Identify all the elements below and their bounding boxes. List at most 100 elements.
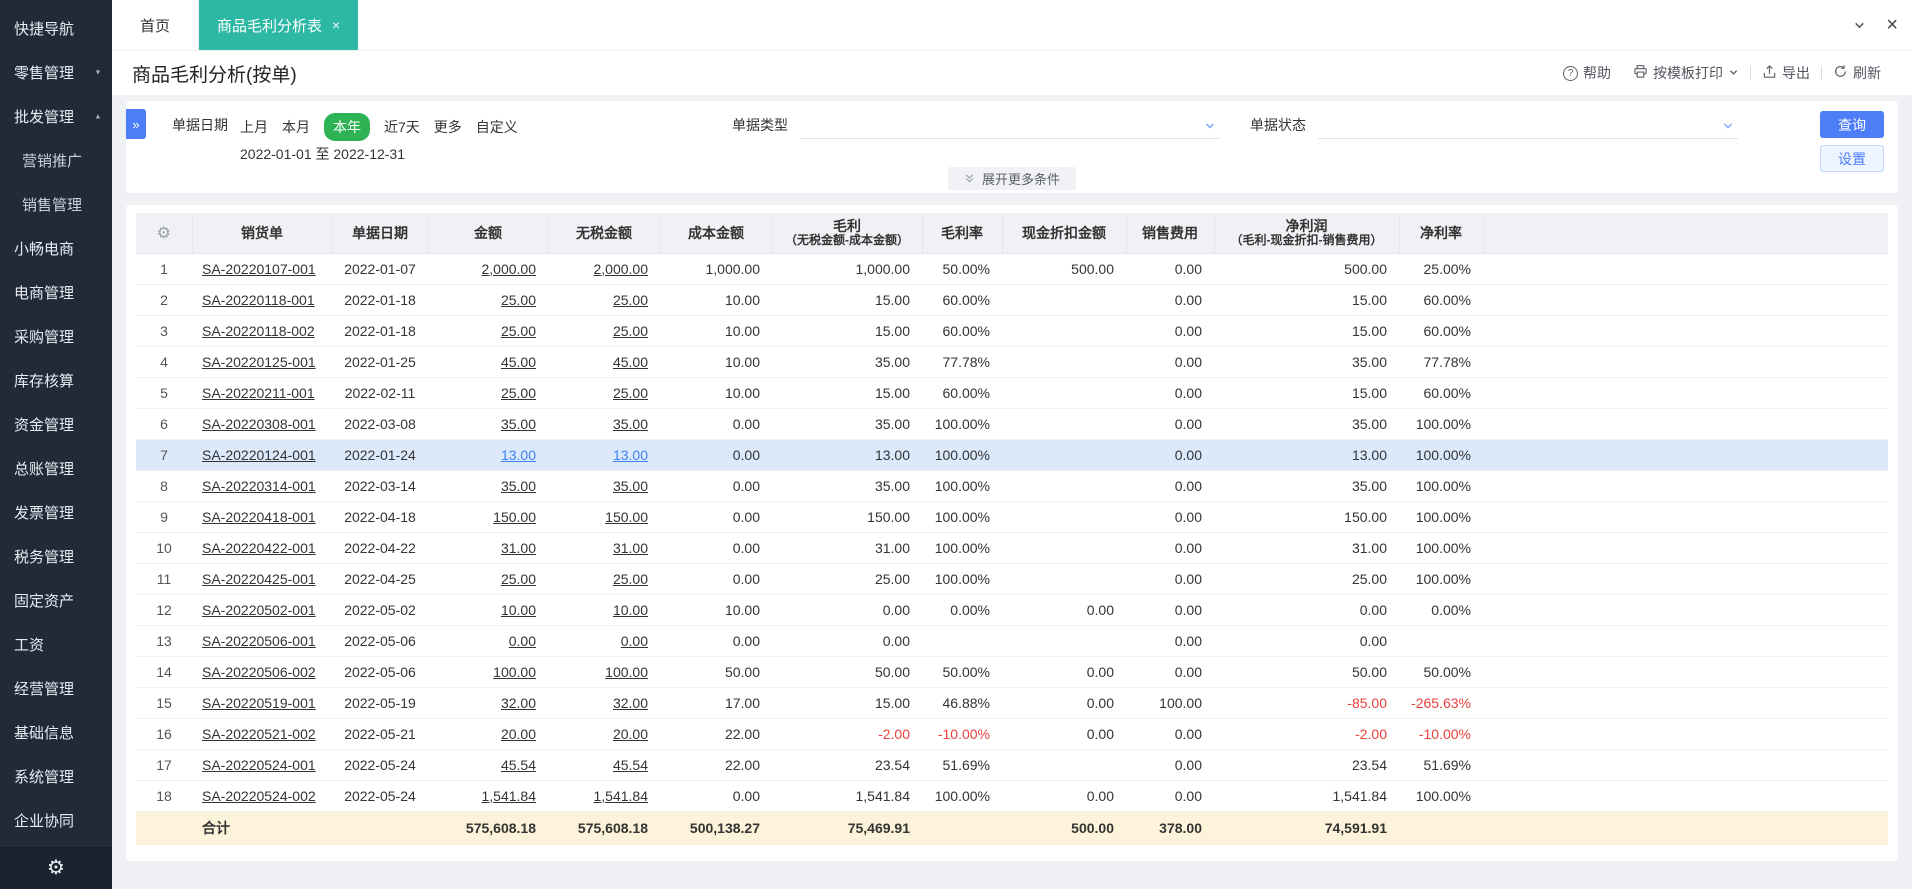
sidebar-item-18[interactable]: 企业协同 xyxy=(0,798,112,842)
amount-link[interactable]: 0.00 xyxy=(508,632,536,649)
column-header-0[interactable]: 销货单 xyxy=(191,213,332,254)
amount-link[interactable]: 10.00 xyxy=(612,601,648,618)
amount-link[interactable]: 25.00 xyxy=(500,291,536,308)
tab-active[interactable]: 商品毛利分析表 × xyxy=(199,0,359,50)
table-row[interactable]: 6 SA-20220308-001 2022-03-08 35.00 35.00 0.00… xyxy=(136,408,1888,440)
order-link[interactable]: SA-20220125-001 xyxy=(202,353,316,370)
column-header-10[interactable]: 净利率 xyxy=(1398,213,1483,254)
order-link[interactable]: SA-20220521-002 xyxy=(202,725,316,742)
amount-link[interactable]: 100.00 xyxy=(605,663,648,680)
order-link[interactable]: SA-20220524-001 xyxy=(202,756,316,773)
sidebar-item-8[interactable]: 库存核算 xyxy=(0,358,112,402)
amount-link[interactable]: 25.00 xyxy=(612,291,648,308)
order-link[interactable]: SA-20220425-001 xyxy=(202,570,316,587)
amount-link[interactable]: 32.00 xyxy=(500,694,536,711)
order-link[interactable]: SA-20220308-001 xyxy=(202,415,316,432)
amount-link[interactable]: 25.00 xyxy=(612,322,648,339)
amount-link[interactable]: 25.00 xyxy=(500,322,536,339)
amount-link[interactable]: 1,541.84 xyxy=(481,787,537,804)
order-link[interactable]: SA-20220502-001 xyxy=(202,601,316,618)
order-link[interactable]: SA-20220118-002 xyxy=(202,322,315,339)
order-link[interactable]: SA-20220524-002 xyxy=(202,787,316,804)
amount-link[interactable]: 10.00 xyxy=(500,601,536,618)
tab-home[interactable]: 首页 xyxy=(112,0,200,50)
sidebar-item-1[interactable]: 零售管理 ▼ xyxy=(0,50,112,94)
table-row[interactable]: 5 SA-20220211-001 2022-02-11 25.00 25.00 10.0… xyxy=(136,377,1888,409)
column-header-1[interactable]: 单据日期 xyxy=(331,213,428,254)
amount-link[interactable]: 31.00 xyxy=(500,539,536,556)
table-row[interactable]: 12 SA-20220502-001 2022-05-02 10.00 10.00 10.… xyxy=(136,594,1888,626)
sidebar-item-0[interactable]: 快捷导航 xyxy=(0,6,112,50)
amount-link[interactable]: 2,000.00 xyxy=(481,260,537,277)
amount-link[interactable]: 150.00 xyxy=(605,508,648,525)
table-row[interactable]: 11 SA-20220425-001 2022-04-25 25.00 25.00 0.0… xyxy=(136,563,1888,595)
table-row[interactable]: 18 SA-20220524-002 2022-05-24 1,541.84 1,541… xyxy=(136,780,1888,812)
help-button[interactable]: ? 帮助 xyxy=(1552,63,1622,83)
sidebar-item-6[interactable]: 电商管理 xyxy=(0,270,112,314)
column-header-9[interactable]: 净利润 （毛利-现金折扣-销售费用） xyxy=(1213,213,1399,254)
date-quick-option-5[interactable]: 自定义 xyxy=(475,119,518,135)
amount-link[interactable]: 25.00 xyxy=(612,384,648,401)
date-quick-option-0[interactable]: 上月 xyxy=(240,119,268,135)
sidebar-item-17[interactable]: 系统管理 xyxy=(0,754,112,798)
query-button[interactable]: 查询 xyxy=(1820,111,1884,138)
print-template-button[interactable]: 按模板打印 xyxy=(1622,63,1750,83)
column-header-8[interactable]: 销售费用 xyxy=(1125,213,1214,254)
date-quick-option-4[interactable]: 更多 xyxy=(433,119,462,135)
table-row[interactable]: 3 SA-20220118-002 2022-01-18 25.00 25.00 10.0… xyxy=(136,315,1888,347)
amount-link[interactable]: 2,000.00 xyxy=(593,260,649,277)
amount-link[interactable]: 25.00 xyxy=(500,384,536,401)
amount-link[interactable]: 35.00 xyxy=(612,415,648,432)
date-quick-option-2[interactable]: 本年 xyxy=(324,113,370,141)
column-header-5[interactable]: 毛利 （无税金额-成本金额） xyxy=(771,213,922,254)
amount-link[interactable]: 13.00 xyxy=(500,446,536,463)
order-link[interactable]: SA-20220519-001 xyxy=(202,694,316,711)
sidebar-item-16[interactable]: 基础信息 xyxy=(0,710,112,754)
amount-link[interactable]: 1,541.84 xyxy=(593,787,649,804)
sidebar-item-3[interactable]: 营销推广 xyxy=(0,138,112,182)
sidebar-item-15[interactable]: 经营管理 xyxy=(0,666,112,710)
refresh-button[interactable]: 刷新 xyxy=(1822,63,1892,83)
export-button[interactable]: 导出 xyxy=(1751,63,1821,83)
amount-link[interactable]: 25.00 xyxy=(500,570,536,587)
sidebar-item-7[interactable]: 采购管理 xyxy=(0,314,112,358)
amount-link[interactable]: 0.00 xyxy=(620,632,648,649)
table-row[interactable]: 7 SA-20220124-001 2022-01-24 13.00 13.00 0.00… xyxy=(136,439,1888,471)
collapse-filters-button[interactable]: » xyxy=(126,109,146,139)
sidebar-item-5[interactable]: 小畅电商 xyxy=(0,226,112,270)
amount-link[interactable]: 45.54 xyxy=(612,756,648,773)
order-link[interactable]: SA-20220422-001 xyxy=(202,539,316,556)
table-row[interactable]: 13 SA-20220506-001 2022-05-06 0.00 0.00 0.00 0… xyxy=(136,625,1888,657)
sidebar-item-4[interactable]: 销售管理 xyxy=(0,182,112,226)
sidebar-item-2[interactable]: 批发管理 ▲ xyxy=(0,94,112,138)
date-quick-option-1[interactable]: 本月 xyxy=(282,119,310,135)
amount-link[interactable]: 32.00 xyxy=(612,694,648,711)
amount-link[interactable]: 45.00 xyxy=(612,353,648,370)
date-range-value[interactable]: 2022-01-01 至 2022-12-31 xyxy=(240,146,406,162)
tab-close-icon[interactable]: × xyxy=(332,17,341,33)
amount-link[interactable]: 35.00 xyxy=(500,415,536,432)
order-link[interactable]: SA-20220314-001 xyxy=(202,477,316,494)
amount-link[interactable]: 13.00 xyxy=(612,446,648,463)
order-link[interactable]: SA-20220418-001 xyxy=(202,508,316,525)
table-row[interactable]: 8 SA-20220314-001 2022-03-14 35.00 35.00 0.00… xyxy=(136,470,1888,502)
table-row[interactable]: 2 SA-20220118-001 2022-01-18 25.00 25.00 10.0… xyxy=(136,284,1888,316)
amount-link[interactable]: 25.00 xyxy=(612,570,648,587)
column-header-3[interactable]: 无税金额 xyxy=(547,213,660,254)
amount-link[interactable]: 100.00 xyxy=(493,663,536,680)
order-link[interactable]: SA-20220118-001 xyxy=(202,291,315,308)
amount-link[interactable]: 20.00 xyxy=(612,725,648,742)
column-header-6[interactable]: 毛利率 xyxy=(921,213,1002,254)
table-row[interactable]: 14 SA-20220506-002 2022-05-06 100.00 100.00 5… xyxy=(136,656,1888,688)
table-row[interactable]: 15 SA-20220519-001 2022-05-19 32.00 32.00 17.… xyxy=(136,687,1888,719)
expand-more-button[interactable]: 展开更多条件 xyxy=(947,167,1077,190)
sidebar-item-10[interactable]: 总账管理 xyxy=(0,446,112,490)
table-row[interactable]: 1 SA-20220107-001 2022-01-07 2,000.00 2,000.… xyxy=(136,253,1888,285)
order-link[interactable]: SA-20220107-001 xyxy=(202,260,316,277)
date-quick-option-3[interactable]: 近7天 xyxy=(384,119,420,135)
doc-type-select[interactable] xyxy=(800,113,1220,139)
sidebar-item-9[interactable]: 资金管理 xyxy=(0,402,112,446)
doc-status-select[interactable] xyxy=(1318,113,1738,139)
amount-link[interactable]: 35.00 xyxy=(500,477,536,494)
amount-link[interactable]: 35.00 xyxy=(612,477,648,494)
